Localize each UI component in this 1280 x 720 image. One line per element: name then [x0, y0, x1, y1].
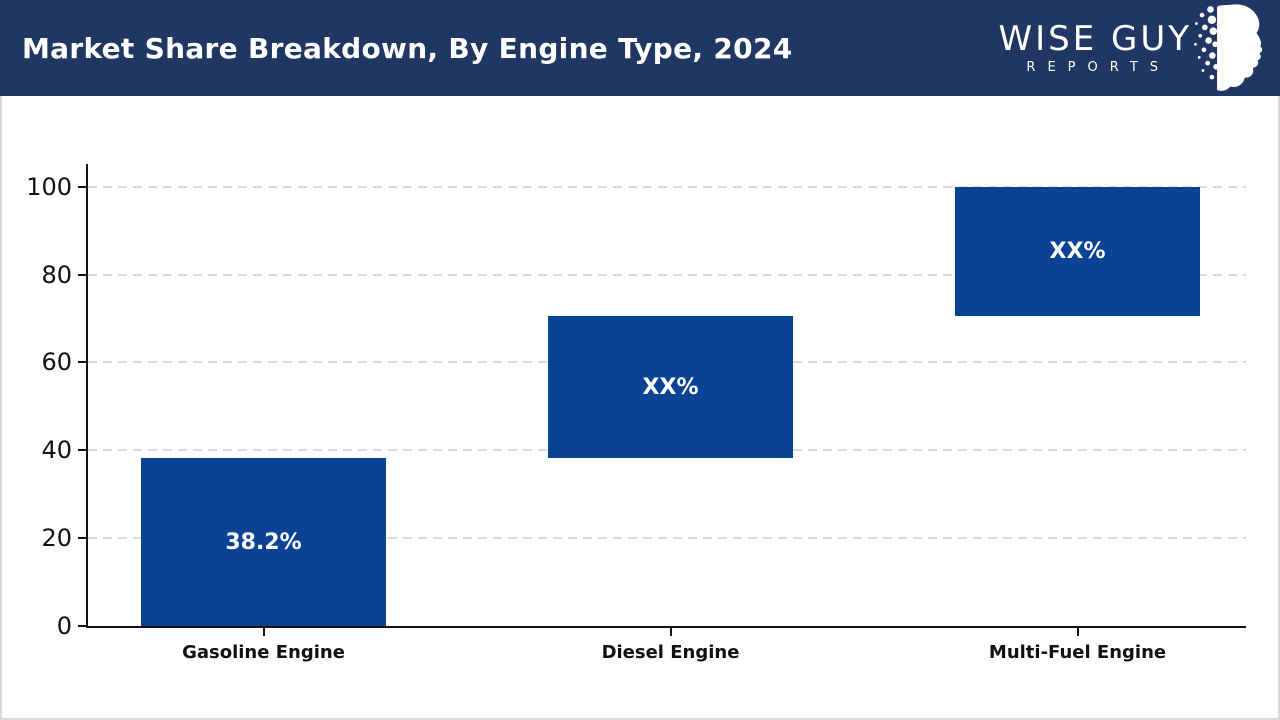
- y-tick-label-80: 80: [41, 260, 72, 289]
- x-tick-mark-diesel-engine: [669, 628, 672, 636]
- x-tick-mark-gasoline-engine: [262, 628, 265, 636]
- logo-subtext: REPORTS: [1026, 59, 1171, 75]
- x-axis-line: [86, 626, 1246, 628]
- y-tick-mark-80: [78, 273, 86, 276]
- x-tick-mark-multi-fuel-engine: [1076, 628, 1079, 636]
- gridline-20: [88, 537, 1246, 540]
- y-tick-label-100: 100: [26, 172, 72, 201]
- bar-gasoline-engine: 38.2%: [141, 458, 386, 626]
- bar-diesel-engine: XX%: [548, 315, 793, 459]
- y-tick-label-20: 20: [41, 524, 72, 553]
- y-tick-label-0: 0: [56, 612, 72, 640]
- x-category-label-gasoline-engine: Gasoline Engine: [182, 642, 345, 663]
- x-category-label-diesel-engine: Diesel Engine: [601, 642, 740, 663]
- y-tick-mark-0: [78, 625, 86, 627]
- wiseguy-logo: WISE GUY REPORTS: [998, 4, 1266, 91]
- logo-text: WISE GUY REPORTS: [998, 19, 1192, 75]
- y-tick-mark-40: [78, 449, 86, 452]
- y-tick-mark-60: [78, 361, 86, 364]
- bar-value-label-multi-fuel-engine: XX%: [1049, 238, 1106, 264]
- y-tick-label-40: 40: [41, 436, 72, 465]
- bar-multi-fuel-engine: XX%: [955, 186, 1200, 316]
- wiseguy-face-icon: [1186, 1, 1266, 95]
- bar-value-label-diesel-engine: XX%: [642, 374, 699, 400]
- y-tick-mark-100: [78, 185, 86, 188]
- bar-value-label-gasoline-engine: 38.2%: [225, 529, 302, 555]
- y-axis-line: [86, 164, 88, 628]
- y-tick-label-60: 60: [41, 348, 72, 377]
- gridline-80: [88, 273, 1246, 276]
- gridline-100: [88, 185, 1246, 188]
- page-title: Market Share Breakdown, By Engine Type, …: [22, 31, 793, 65]
- logo-wordmark: WISE GUY: [998, 19, 1192, 60]
- x-category-label-multi-fuel-engine: Multi-Fuel Engine: [988, 642, 1167, 663]
- y-tick-mark-20: [78, 537, 86, 540]
- header: Market Share Breakdown, By Engine Type, …: [0, 0, 1280, 96]
